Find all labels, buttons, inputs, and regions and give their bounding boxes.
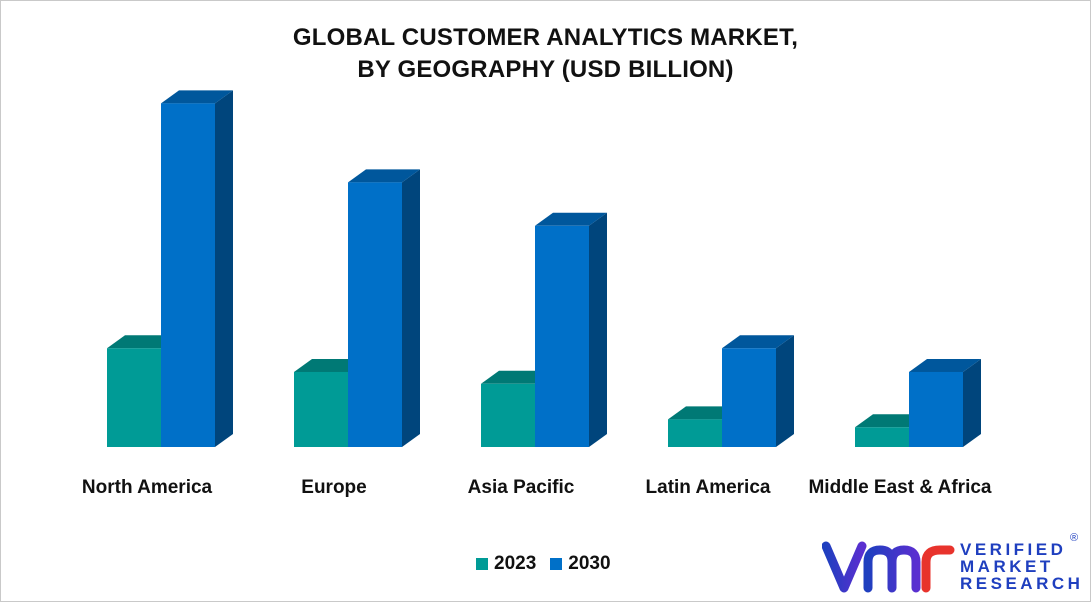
bar-top-asia-pacific-2030 [535,212,607,226]
bar-front-asia-pacific-2023 [481,383,535,447]
legend-label-2030: 2030 [568,553,611,574]
verified-market-research-logo: VERIFIED MARKET RESEARCH ® [821,532,1084,596]
category-label-asia-pacific: Asia Pacific [467,477,575,498]
legend-item-2023: 2023 [476,553,536,575]
legend-swatch-2030 [550,558,563,570]
chart-title-line-1: GLOBAL CUSTOMER ANALYTICS MARKET, [292,24,799,51]
legend-label-2023: 2023 [494,553,537,574]
bar-front-latin-america-2030 [722,348,776,447]
category-label-europe: Europe [301,477,367,498]
category-label-middle-east-africa: Middle East & Africa [808,477,992,498]
bar-front-latin-america-2023 [668,419,722,447]
bar-side-middle-east-africa-2030 [963,358,981,447]
bar-latin-america-2030 [722,335,794,447]
bar-north-america-2030 [161,90,233,447]
bar-front-europe-2030 [348,182,402,447]
bar-front-asia-pacific-2030 [535,225,589,447]
bar-front-europe-2023 [294,371,348,447]
category-label-north-america: North America [81,477,213,498]
bar-europe-2030 [348,169,420,447]
legend-item-2030: 2030 [550,553,611,575]
bar-side-europe-2030 [402,169,420,447]
bar-asia-pacific-2030 [535,212,607,447]
bar-top-latin-america-2030 [722,335,794,349]
bar-top-europe-2030 [348,169,420,183]
category-label-latin-america: Latin America [645,477,771,498]
bar-side-latin-america-2030 [776,335,794,447]
bar-side-north-america-2030 [215,90,233,447]
bar-front-north-america-2023 [107,348,161,447]
logo-line-verified: VERIFIED [960,540,1067,559]
bar-top-middle-east-africa-2030 [909,358,981,372]
bar-front-north-america-2030 [161,103,215,447]
legend-swatch-2023 [476,558,488,570]
logo-line-market: MARKET [960,557,1054,576]
logo-text: VERIFIED MARKET RESEARCH [960,541,1083,592]
vmr-logo-icon [821,541,955,593]
chart-legend: 2023 2030 [476,552,611,576]
logo-line-research: RESEARCH [960,574,1084,593]
bar-front-middle-east-africa-2030 [909,371,963,447]
bar-front-middle-east-africa-2023 [855,427,909,447]
bar-side-asia-pacific-2030 [589,212,607,447]
bar-top-north-america-2030 [161,90,233,104]
bar-middle-east-africa-2030 [909,358,981,447]
registered-mark: ® [1070,532,1079,544]
chart-title-line-2: BY GEOGRAPHY (USD BILLION) [357,56,734,83]
chart-title: GLOBAL CUSTOMER ANALYTICS MARKET, BY GEO… [0,22,1091,86]
